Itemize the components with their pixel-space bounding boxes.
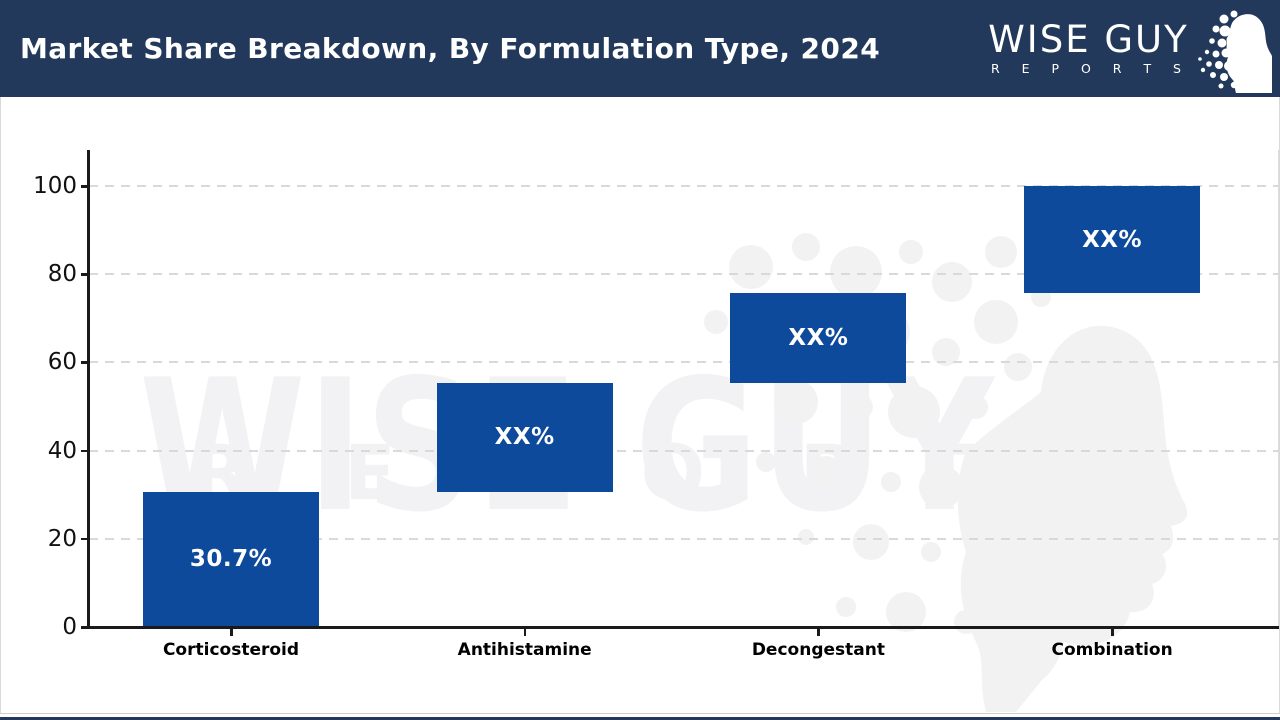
bar-value-label: XX% [1082,226,1143,253]
logo-face-icon [1198,10,1272,93]
y-tick-40 [81,449,89,453]
y-tick-label-60: 60 [47,349,77,376]
logo-wordmark: WISE GUY [988,17,1189,61]
plot-right-edge [1278,150,1279,627]
bar-corticosteroid: 30.7% [143,491,319,627]
gridline-60 [89,361,1279,364]
x-tick-label-antihistamine: Antihistamine [457,640,592,660]
y-tick-100 [81,185,89,188]
y-tick-0 [81,626,89,629]
wiseguy-logo: WISE GUY R E P O R T S [987,5,1280,93]
x-axis [87,626,1279,629]
y-tick-80 [81,273,89,276]
gridline-20 [89,537,1279,540]
x-tick-combination [1111,627,1114,636]
chart-card: WISE GUY R E P O R T S [0,97,1280,714]
bar-combination: XX% [1024,186,1201,294]
x-tick-antihistamine [523,627,527,636]
y-axis [87,150,90,629]
x-tick-label-combination: Combination [1051,640,1173,660]
bar-decongestant: XX% [730,293,907,384]
x-tick-label-corticosteroid: Corticosteroid [162,640,300,660]
y-tick-label-20: 20 [47,525,77,552]
footer-bar [0,717,1280,720]
bar-value-label: XX% [494,424,555,451]
gridline-40 [89,449,1279,452]
y-tick-label-80: 80 [47,261,77,288]
bar-value-label: XX% [788,325,849,352]
header-bar: Market Share Breakdown, By Formulation T… [0,0,1280,97]
gridline-80 [89,273,1279,276]
y-tick-label-0: 0 [62,614,77,640]
y-tick-20 [81,537,89,541]
x-tick-decongestant [817,627,820,636]
bar-antihistamine: XX% [436,383,613,492]
logo-subtext: R E P O R T S [990,61,1190,77]
bar-value-label: 30.7% [189,546,273,573]
footer-gap [0,714,1280,717]
y-tick-60 [81,361,89,364]
plot-area: 0 20 40 60 80 100 30.7% Corticosteroid XX% Antihi… [1,97,1279,713]
x-tick-corticosteroid [230,627,233,636]
x-tick-label-decongestant: Decongestant [751,640,885,660]
gridline-100 [89,185,1279,187]
y-tick-label-40: 40 [47,437,77,464]
y-tick-label-100: 100 [33,173,77,199]
chart-title: Market Share Breakdown, By Formulation T… [20,32,881,65]
wiseguy-logo-text: WISE GUY R E P O R T S [987,17,1190,77]
